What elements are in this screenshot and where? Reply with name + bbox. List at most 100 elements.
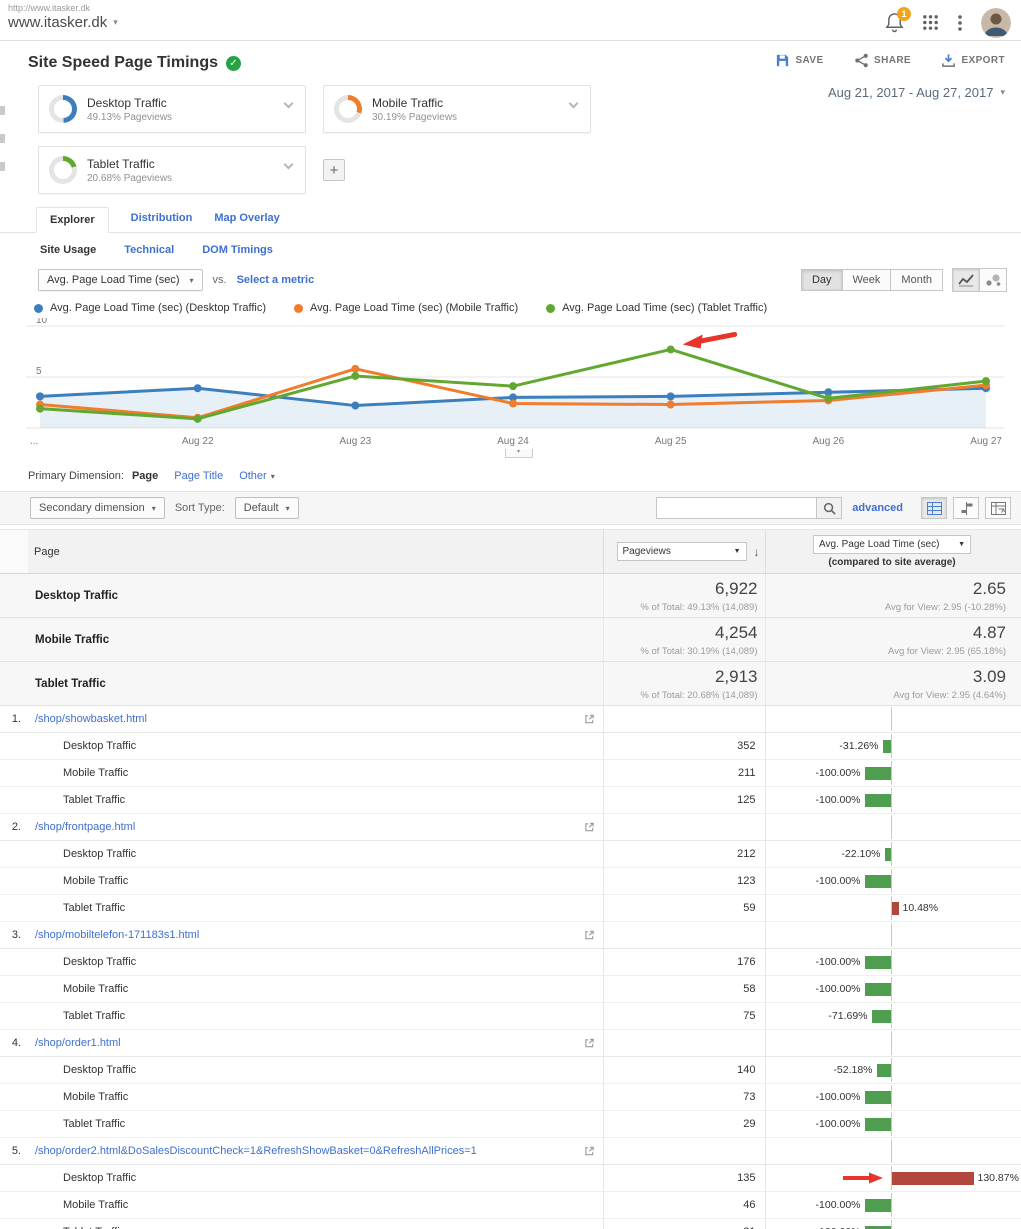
pct-vs-average: -100.00%: [815, 983, 861, 995]
segment-row: Mobile Traffic 58 -100.00%: [0, 975, 1021, 1003]
pct-vs-average: -100.00%: [815, 794, 861, 806]
column-header-page[interactable]: Page: [28, 529, 603, 574]
legend-dot: [294, 303, 304, 313]
more-menu-button[interactable]: [957, 14, 963, 32]
granularity-week-button[interactable]: Week: [841, 269, 892, 291]
advanced-search-link[interactable]: advanced: [852, 502, 903, 514]
search-icon: [823, 502, 836, 515]
segment-row-label: Tablet Traffic: [63, 794, 126, 806]
vs-label: vs.: [212, 274, 227, 286]
metric-bar: [864, 1198, 891, 1212]
primary-dimension-other[interactable]: Other ▾: [239, 470, 275, 482]
open-page-button[interactable]: [584, 714, 595, 725]
tab-distribution[interactable]: Distribution: [130, 212, 193, 224]
pct-vs-average: -100.00%: [815, 1199, 861, 1211]
external-link-icon: [584, 930, 594, 940]
granularity-day-button[interactable]: Day: [800, 269, 843, 291]
pageviews-value: 140: [737, 1064, 756, 1076]
granularity-month-button[interactable]: Month: [890, 269, 943, 291]
segment-row-label: Mobile Traffic: [63, 767, 129, 779]
comparison-view-button[interactable]: [953, 497, 979, 519]
metric-column-selector[interactable]: Avg. Page Load Time (sec) ▼: [813, 535, 971, 554]
pageviews-column-label: Pageviews: [622, 546, 671, 557]
chevron-down-icon[interactable]: [568, 98, 579, 109]
open-page-button[interactable]: [584, 930, 595, 941]
search-button[interactable]: [816, 497, 843, 519]
avatar-image: [981, 7, 1011, 38]
svg-text:Aug 22: Aug 22: [182, 436, 214, 447]
chevron-down-icon[interactable]: [283, 159, 294, 170]
metric-bar: [864, 793, 891, 807]
line-chart-view-button[interactable]: [952, 268, 980, 292]
subtab-technical[interactable]: Technical: [124, 244, 175, 256]
page-link[interactable]: /shop/showbasket.html: [35, 713, 147, 725]
tab-explorer[interactable]: Explorer: [36, 207, 109, 233]
annotations-toggle[interactable]: ▾: [504, 449, 533, 458]
tab-map-overlay[interactable]: Map Overlay: [214, 212, 280, 224]
page-link[interactable]: /shop/order2.html&DoSalesDiscountCheck=1…: [35, 1145, 477, 1157]
pageviews-value: 135: [737, 1172, 756, 1184]
primary-dimension-page-title[interactable]: Page Title: [174, 470, 224, 482]
share-button[interactable]: SHARE: [854, 53, 911, 68]
export-button[interactable]: EXPORT: [941, 53, 1005, 68]
svg-text:...: ...: [30, 436, 38, 447]
pageviews-value: 46: [743, 1199, 756, 1211]
secondary-dimension-button[interactable]: Secondary dimension ▾: [30, 497, 165, 519]
metric-bar-cell: -100.00%: [767, 950, 1021, 974]
legend-dot: [546, 303, 556, 313]
row-number: 3.: [0, 921, 28, 949]
page-link[interactable]: /shop/mobiltelefon-171183s1.html: [35, 929, 200, 941]
primary-dimension-page[interactable]: Page: [131, 470, 159, 482]
pageviews-column-selector[interactable]: Pageviews ▼: [616, 542, 747, 561]
segment-card-tablet-traffic[interactable]: Tablet Traffic 20.68% Pageviews: [38, 146, 306, 194]
metric-bar-cell: [767, 1031, 1021, 1055]
collapsed-sidebar-strip: [0, 106, 5, 190]
subtab-site-usage[interactable]: Site Usage: [40, 244, 97, 256]
segment-name: Desktop Traffic: [87, 95, 167, 110]
select-metric-link[interactable]: Select a metric: [236, 274, 315, 286]
segment-card-mobile-traffic[interactable]: Mobile Traffic 30.19% Pageviews: [323, 85, 591, 133]
table-search-input[interactable]: [656, 497, 817, 519]
chevron-down-icon: ▾: [270, 471, 275, 481]
metric-selector[interactable]: Avg. Page Load Time (sec) ▾: [38, 269, 203, 291]
svg-text:Aug 24: Aug 24: [497, 436, 529, 447]
metric-bar: [876, 1063, 891, 1077]
pivot-view-button[interactable]: [985, 497, 1011, 519]
metric-bar-cell: [767, 707, 1021, 731]
save-button[interactable]: SAVE: [775, 53, 823, 68]
notifications-button[interactable]: 1: [885, 7, 911, 33]
apps-grid-button[interactable]: [922, 14, 939, 31]
page-link[interactable]: /shop/frontpage.html: [35, 821, 136, 833]
row-number-cell: [0, 1191, 28, 1219]
open-page-button[interactable]: [584, 822, 595, 833]
segment-card-desktop-traffic[interactable]: Desktop Traffic 49.13% Pageviews: [38, 85, 306, 133]
row-number: 4.: [0, 1029, 28, 1057]
sort-type-value: Default: [243, 502, 279, 514]
line-chart-icon: [958, 274, 974, 287]
metric-bar-cell: -100.00%: [767, 977, 1021, 1001]
segment-row-label: Tablet Traffic: [63, 1118, 126, 1130]
sort-type-button[interactable]: Default ▾: [234, 497, 299, 519]
date-range-picker[interactable]: Aug 21, 2017 - Aug 27, 2017 ▾: [828, 85, 1005, 100]
subtab-dom-timings[interactable]: DOM Timings: [202, 244, 273, 256]
legend-dot: [34, 303, 43, 313]
legend-label: Avg. Page Load Time (sec) (Desktop Traff…: [50, 302, 267, 314]
segment-text: Mobile Traffic 30.19% Pageviews: [372, 96, 457, 123]
table-view-button[interactable]: [921, 497, 947, 519]
granularity-toggle: Day Week Month: [800, 269, 943, 291]
pct-vs-average: -71.69%: [828, 1010, 868, 1022]
summary-pageviews: 6,922: [714, 578, 758, 598]
motion-chart-view-button[interactable]: [979, 268, 1007, 292]
account-picker[interactable]: www.itasker.dk ▾: [8, 14, 118, 31]
external-link-icon: [584, 1038, 594, 1048]
open-page-button[interactable]: [584, 1146, 595, 1157]
chevron-down-icon[interactable]: [283, 98, 294, 109]
svg-text:Aug 27: Aug 27: [970, 436, 1002, 447]
segment-row-label: Desktop Traffic: [63, 1064, 137, 1076]
add-segment-button[interactable]: +: [323, 159, 345, 181]
sort-descending-icon[interactable]: ↓: [753, 544, 760, 559]
page-link[interactable]: /shop/order1.html: [35, 1037, 121, 1049]
pageviews-value: 212: [737, 848, 756, 860]
avatar[interactable]: [981, 7, 1011, 38]
open-page-button[interactable]: [584, 1038, 595, 1049]
